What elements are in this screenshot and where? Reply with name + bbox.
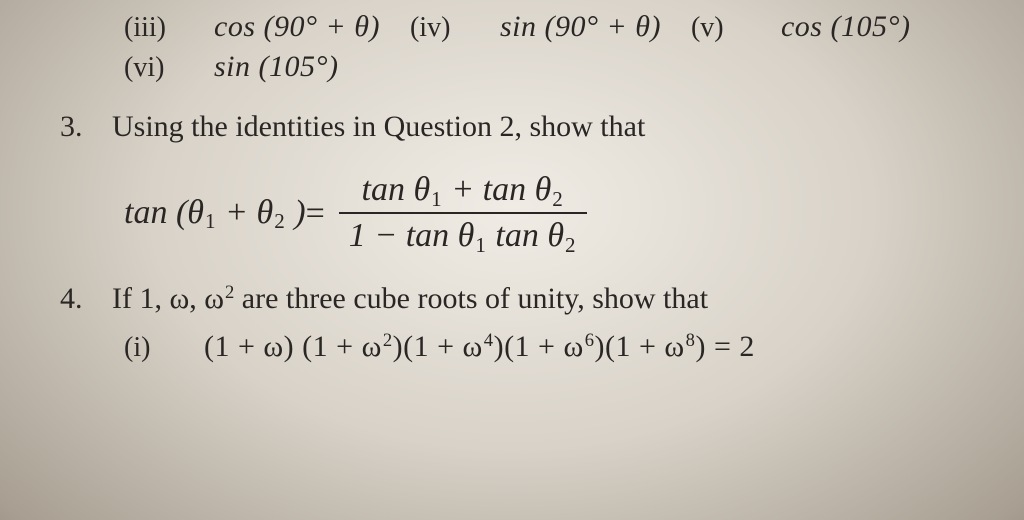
q3-number: 3. — [60, 110, 112, 144]
label-iii: (iii) — [124, 12, 196, 44]
expr-vi: sin (105°) — [214, 50, 339, 84]
fraction: tan θ1 + tan θ2 1 − tan θ1 tan θ2 — [339, 172, 587, 256]
q3-formula: tan (θ1 + θ2 ) = tan θ1 + tan θ2 1 − tan… — [124, 172, 984, 256]
q4i-expression: (1 + ω) (1 + ω2)(1 + ω4)(1 + ω6)(1 + ω8)… — [204, 330, 755, 364]
item-iii: (iii) cos (90° + θ) — [124, 10, 380, 44]
denominator: 1 − tan θ1 tan θ2 — [339, 212, 587, 256]
q3-text: Using the identities in Question 2, show… — [112, 110, 645, 143]
numerator: tan θ1 + tan θ2 — [352, 172, 574, 212]
expr-v: cos (105°) — [781, 10, 910, 44]
label-v: (v) — [691, 12, 763, 44]
item-v: (v) cos (105°) — [691, 10, 910, 44]
q4i-label: (i) — [124, 332, 204, 364]
question-4: 4.If 1, ω, ω2 are three cube roots of un… — [60, 282, 984, 316]
question-3: 3.Using the identities in Question 2, sh… — [60, 110, 984, 144]
q4-sub-i: (i) (1 + ω) (1 + ω2)(1 + ω4)(1 + ω6)(1 +… — [124, 330, 984, 364]
label-vi: (vi) — [124, 52, 196, 84]
q4-number: 4. — [60, 282, 112, 316]
item-iv: (iv) sin (90° + θ) — [410, 10, 661, 44]
equals-sign: = — [306, 195, 325, 233]
q2-subitems: (iii) cos (90° + θ) (iv) sin (90° + θ) (… — [124, 10, 984, 84]
expr-iv: sin (90° + θ) — [500, 10, 661, 44]
item-vi: (vi) sin (105°) — [124, 50, 339, 84]
label-iv: (iv) — [410, 12, 482, 44]
expr-iii: cos (90° + θ) — [214, 10, 380, 44]
tan-lhs: tan (θ1 + θ2 ) — [124, 194, 306, 235]
q4-text: If 1, ω, ω2 are three cube roots of unit… — [112, 282, 708, 315]
textbook-page: (iii) cos (90° + θ) (iv) sin (90° + θ) (… — [0, 0, 1024, 520]
